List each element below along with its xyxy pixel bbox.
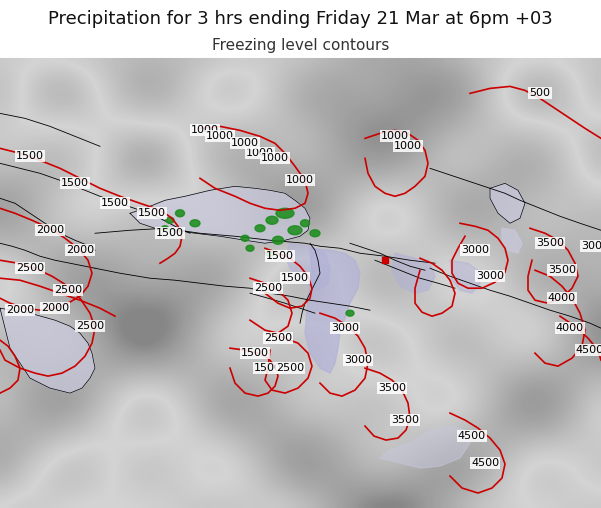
Text: 1500: 1500	[16, 151, 44, 162]
Text: 2000: 2000	[6, 305, 34, 315]
Polygon shape	[130, 186, 310, 243]
Polygon shape	[392, 253, 435, 293]
Polygon shape	[0, 308, 95, 393]
Text: 1000: 1000	[286, 175, 314, 185]
Text: 2500: 2500	[276, 363, 304, 373]
Ellipse shape	[346, 310, 354, 316]
Text: 1500: 1500	[61, 178, 89, 188]
Text: 3500: 3500	[536, 238, 564, 248]
Text: 3000: 3000	[581, 241, 601, 251]
Ellipse shape	[175, 210, 185, 217]
Text: 4500: 4500	[576, 345, 601, 355]
Polygon shape	[285, 243, 330, 290]
Ellipse shape	[255, 225, 265, 232]
Ellipse shape	[288, 226, 302, 235]
Text: 2500: 2500	[54, 285, 82, 295]
Text: 2000: 2000	[41, 303, 69, 313]
Text: 2000: 2000	[66, 245, 94, 255]
Text: 3000: 3000	[461, 245, 489, 255]
Ellipse shape	[300, 220, 310, 227]
Text: 4000: 4000	[548, 293, 576, 303]
Text: 3000: 3000	[476, 271, 504, 281]
Ellipse shape	[162, 226, 168, 231]
Ellipse shape	[310, 230, 320, 237]
Text: 1500: 1500	[254, 363, 282, 373]
Polygon shape	[490, 183, 525, 224]
Text: 3000: 3000	[344, 355, 372, 365]
Ellipse shape	[166, 217, 174, 224]
Polygon shape	[305, 248, 360, 373]
Text: 3500: 3500	[548, 265, 576, 275]
Text: 4000: 4000	[556, 323, 584, 333]
Text: 2500: 2500	[254, 283, 282, 293]
Ellipse shape	[276, 208, 294, 218]
Ellipse shape	[266, 216, 278, 224]
Polygon shape	[450, 260, 480, 293]
Text: 1000: 1000	[394, 141, 422, 151]
Text: 1500: 1500	[281, 273, 309, 283]
Text: 2000: 2000	[36, 225, 64, 235]
Text: 1000: 1000	[231, 138, 259, 148]
Text: 1000: 1000	[261, 153, 289, 164]
Text: 3000: 3000	[331, 323, 359, 333]
Text: 1500: 1500	[266, 251, 294, 261]
Text: 1000: 1000	[206, 132, 234, 141]
Text: 4500: 4500	[471, 458, 499, 468]
Ellipse shape	[272, 236, 284, 244]
Text: 1000: 1000	[381, 132, 409, 141]
Text: 1500: 1500	[156, 228, 184, 238]
Text: 1500: 1500	[138, 208, 166, 218]
Ellipse shape	[266, 250, 275, 256]
Text: 3500: 3500	[378, 383, 406, 393]
Text: 2500: 2500	[264, 333, 292, 343]
Ellipse shape	[241, 235, 249, 241]
Polygon shape	[502, 228, 522, 253]
Ellipse shape	[190, 220, 200, 227]
Text: 1500: 1500	[101, 198, 129, 208]
Text: 1000: 1000	[246, 148, 274, 158]
Text: 3500: 3500	[391, 415, 419, 425]
Text: 1000: 1000	[191, 125, 219, 135]
Text: Precipitation for 3 hrs ending Friday 21 Mar at 6pm +03: Precipitation for 3 hrs ending Friday 21…	[48, 10, 553, 28]
Text: 1500: 1500	[241, 348, 269, 358]
Text: Freezing level contours: Freezing level contours	[212, 38, 389, 53]
Ellipse shape	[246, 245, 254, 251]
Text: 2500: 2500	[76, 321, 104, 331]
Text: 2500: 2500	[16, 263, 44, 273]
Text: 4500: 4500	[458, 431, 486, 441]
Polygon shape	[380, 426, 470, 468]
Text: 500: 500	[529, 88, 551, 99]
